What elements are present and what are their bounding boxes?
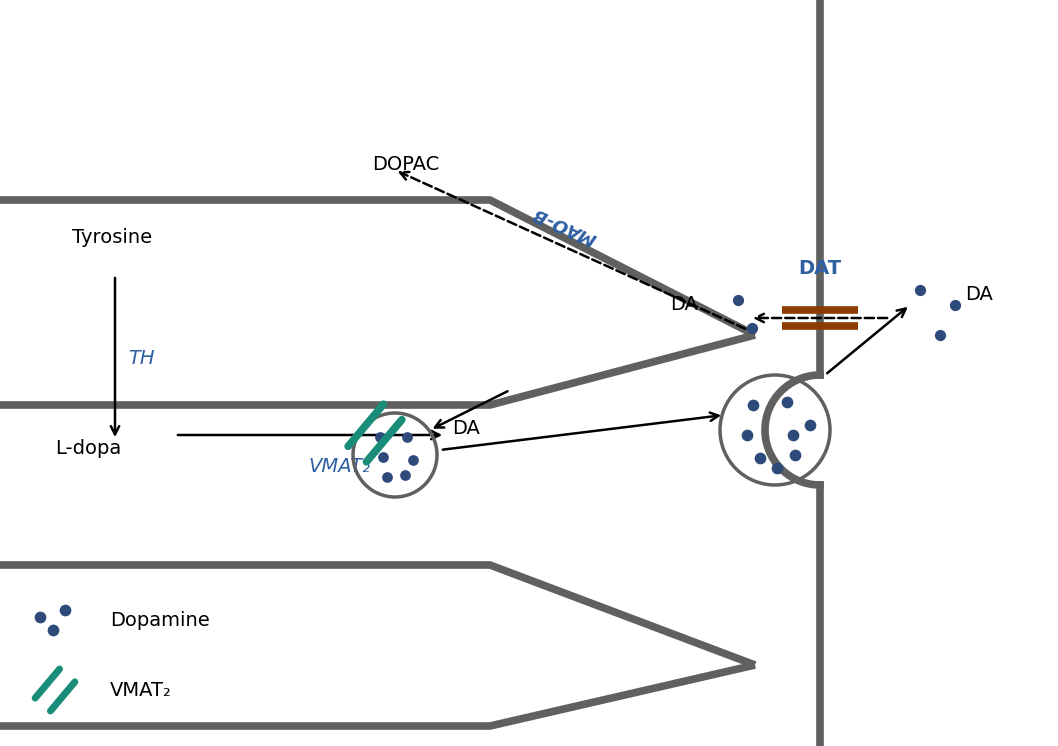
Point	[399, 431, 416, 443]
Point	[371, 431, 388, 443]
Point	[912, 284, 929, 296]
Text: VMAT₂: VMAT₂	[308, 457, 370, 477]
Text: DOPAC: DOPAC	[372, 155, 439, 174]
Point	[379, 471, 396, 483]
Point	[730, 294, 747, 306]
Point	[779, 396, 796, 408]
Point	[744, 322, 761, 334]
Text: MAO-B: MAO-B	[530, 203, 600, 247]
Text: DAT: DAT	[799, 259, 841, 278]
Point	[375, 451, 391, 463]
Text: DA: DA	[965, 286, 992, 304]
Point	[802, 419, 819, 431]
Text: DA: DA	[670, 295, 698, 315]
Point	[751, 452, 768, 464]
Point	[947, 299, 964, 311]
Point	[404, 454, 421, 466]
Point	[397, 469, 414, 481]
Text: L-dopa: L-dopa	[55, 439, 122, 457]
Point	[785, 429, 802, 441]
Point	[931, 329, 948, 341]
Point	[786, 449, 803, 461]
Point	[738, 429, 755, 441]
Text: VMAT₂: VMAT₂	[110, 680, 171, 700]
Text: Dopamine: Dopamine	[110, 610, 209, 630]
Point	[32, 611, 49, 623]
Point	[768, 462, 785, 474]
Text: Tyrosine: Tyrosine	[72, 228, 152, 247]
Text: DA: DA	[452, 419, 480, 437]
Point	[44, 624, 61, 636]
Point	[745, 399, 762, 411]
Point	[56, 604, 73, 616]
Text: TH: TH	[128, 348, 154, 368]
